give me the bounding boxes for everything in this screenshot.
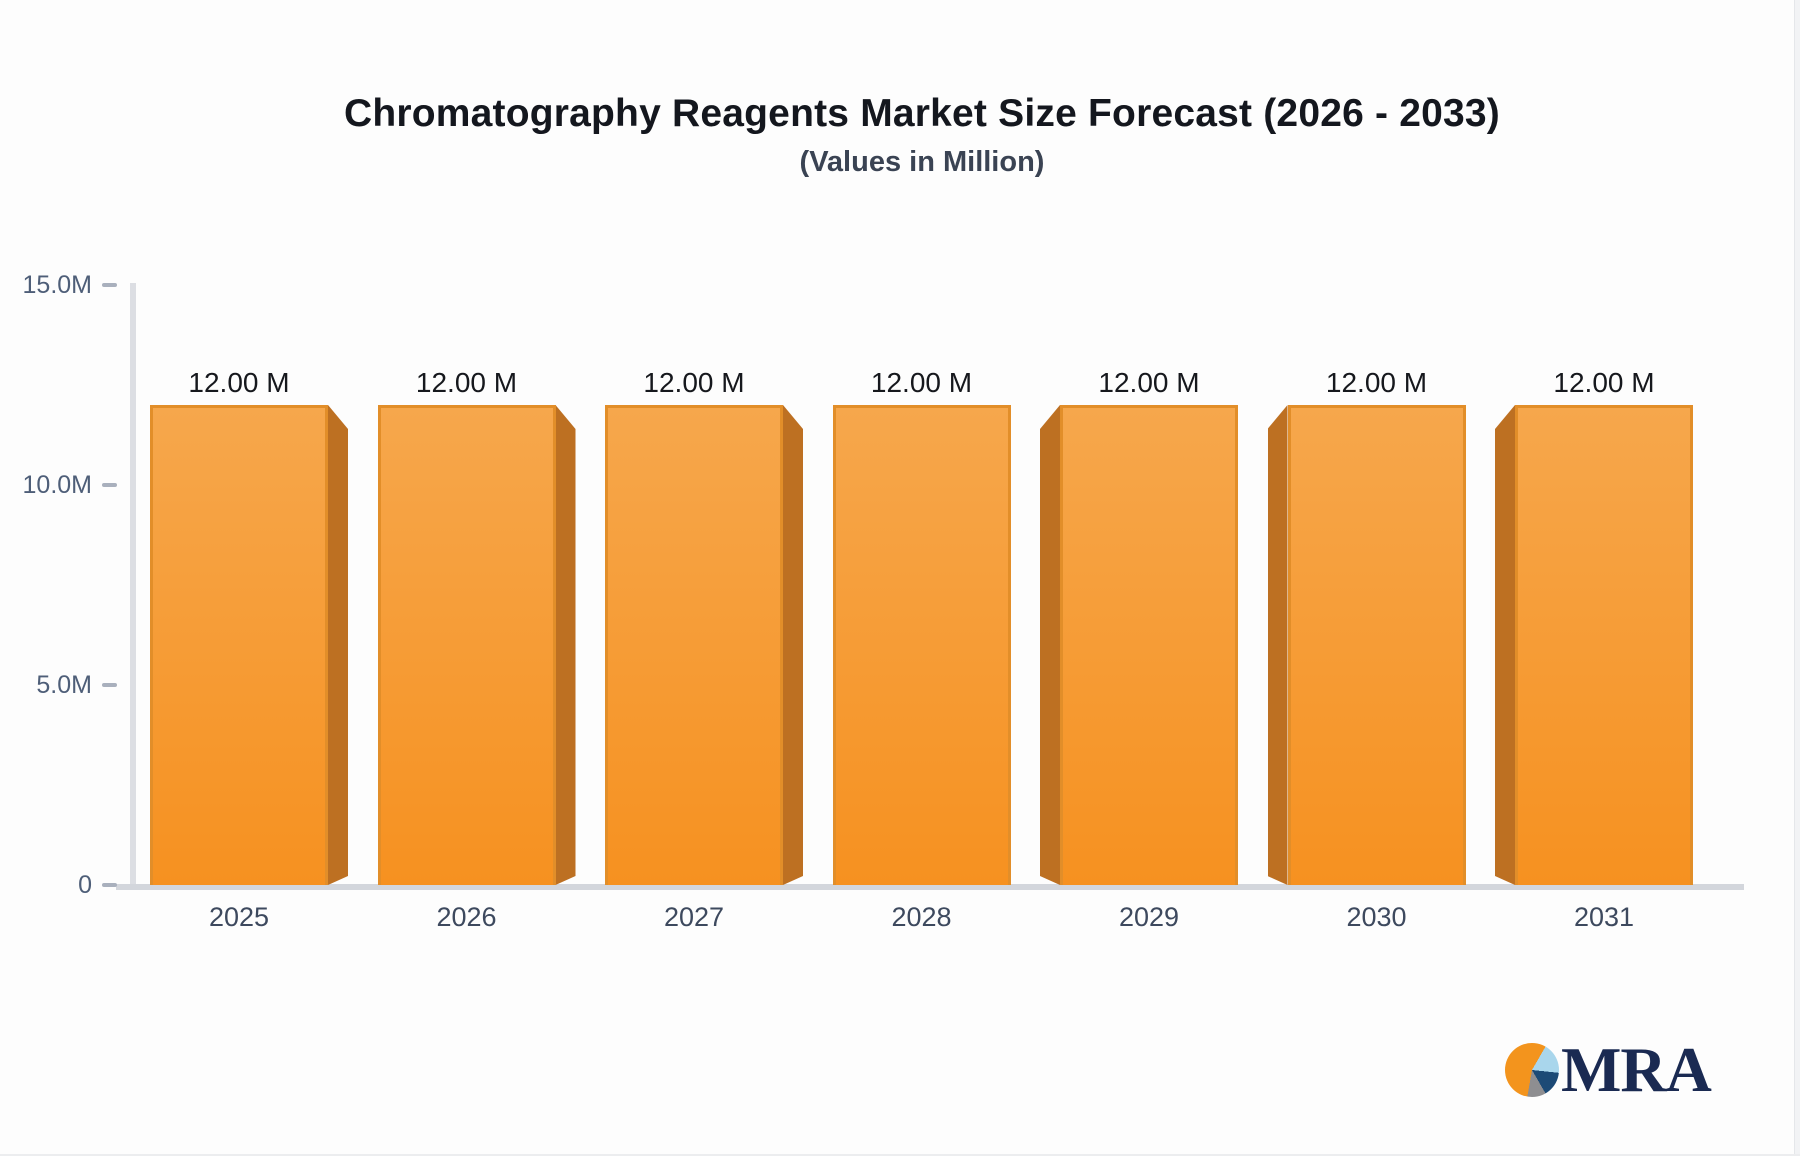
x-axis-category-label: 2029 [1118, 902, 1180, 932]
page-scrollbar-track[interactable] [1794, 0, 1800, 1156]
mra-logo-text: MRA [1561, 1034, 1712, 1105]
chart-title: Chromatography Reagents Market Size Fore… [343, 92, 1500, 135]
x-axis-category-label: 2031 [1573, 902, 1635, 932]
y-axis-tick-mark [102, 483, 117, 487]
bar-value-label: 12.00 M [643, 367, 745, 398]
y-axis-tick-mark [102, 283, 117, 287]
y-axis-line [130, 283, 136, 890]
x-axis-category-label: 2030 [1346, 902, 1407, 932]
y-axis-tick-label: 5.0M [36, 671, 92, 699]
x-axis-category-label: 2025 [208, 902, 270, 932]
bar[interactable] [150, 405, 328, 885]
bar[interactable] [1060, 405, 1238, 885]
y-axis-tick-label: 15.0M [22, 271, 92, 299]
y-axis-tick-mark [102, 883, 117, 887]
y-axis-tick-label: 10.0M [22, 471, 92, 499]
mra-logo: MRA [1505, 1034, 1712, 1105]
chart-header: Chromatography Reagents Market Size Fore… [0, 92, 1800, 179]
bar-value-label: 12.00 M [1553, 367, 1655, 398]
bar[interactable] [1515, 405, 1693, 885]
page-bottom-edge [0, 1154, 1800, 1156]
bar-value-label: 12.00 M [1098, 367, 1200, 398]
bar[interactable] [605, 405, 783, 885]
x-axis-category-label: 2027 [663, 902, 725, 932]
bar[interactable] [832, 405, 1011, 885]
chart-subtitle: (Values in Million) [799, 146, 1045, 178]
bar-value-label: 12.00 M [1325, 367, 1428, 398]
bar-value-label: 12.00 M [870, 367, 973, 398]
y-axis-tick-mark [102, 683, 117, 687]
x-axis-baseline [116, 884, 1744, 890]
x-axis-category-label: 2028 [891, 902, 952, 932]
bar[interactable] [377, 405, 556, 885]
x-axis-category-label: 2026 [436, 902, 497, 932]
bar-3d-side [556, 405, 576, 885]
bar[interactable] [1287, 405, 1466, 885]
bar-3d-side [1268, 405, 1288, 885]
y-axis-tick-label: 0 [78, 871, 92, 899]
bar-3d-side [1040, 405, 1060, 885]
bar-value-label: 12.00 M [415, 367, 518, 398]
bar-value-label: 12.00 M [188, 367, 290, 398]
bar-3d-side [328, 405, 348, 885]
mra-pie-logo-icon [1505, 1043, 1559, 1097]
bar-3d-side [783, 405, 803, 885]
bar-3d-side [1495, 405, 1515, 885]
